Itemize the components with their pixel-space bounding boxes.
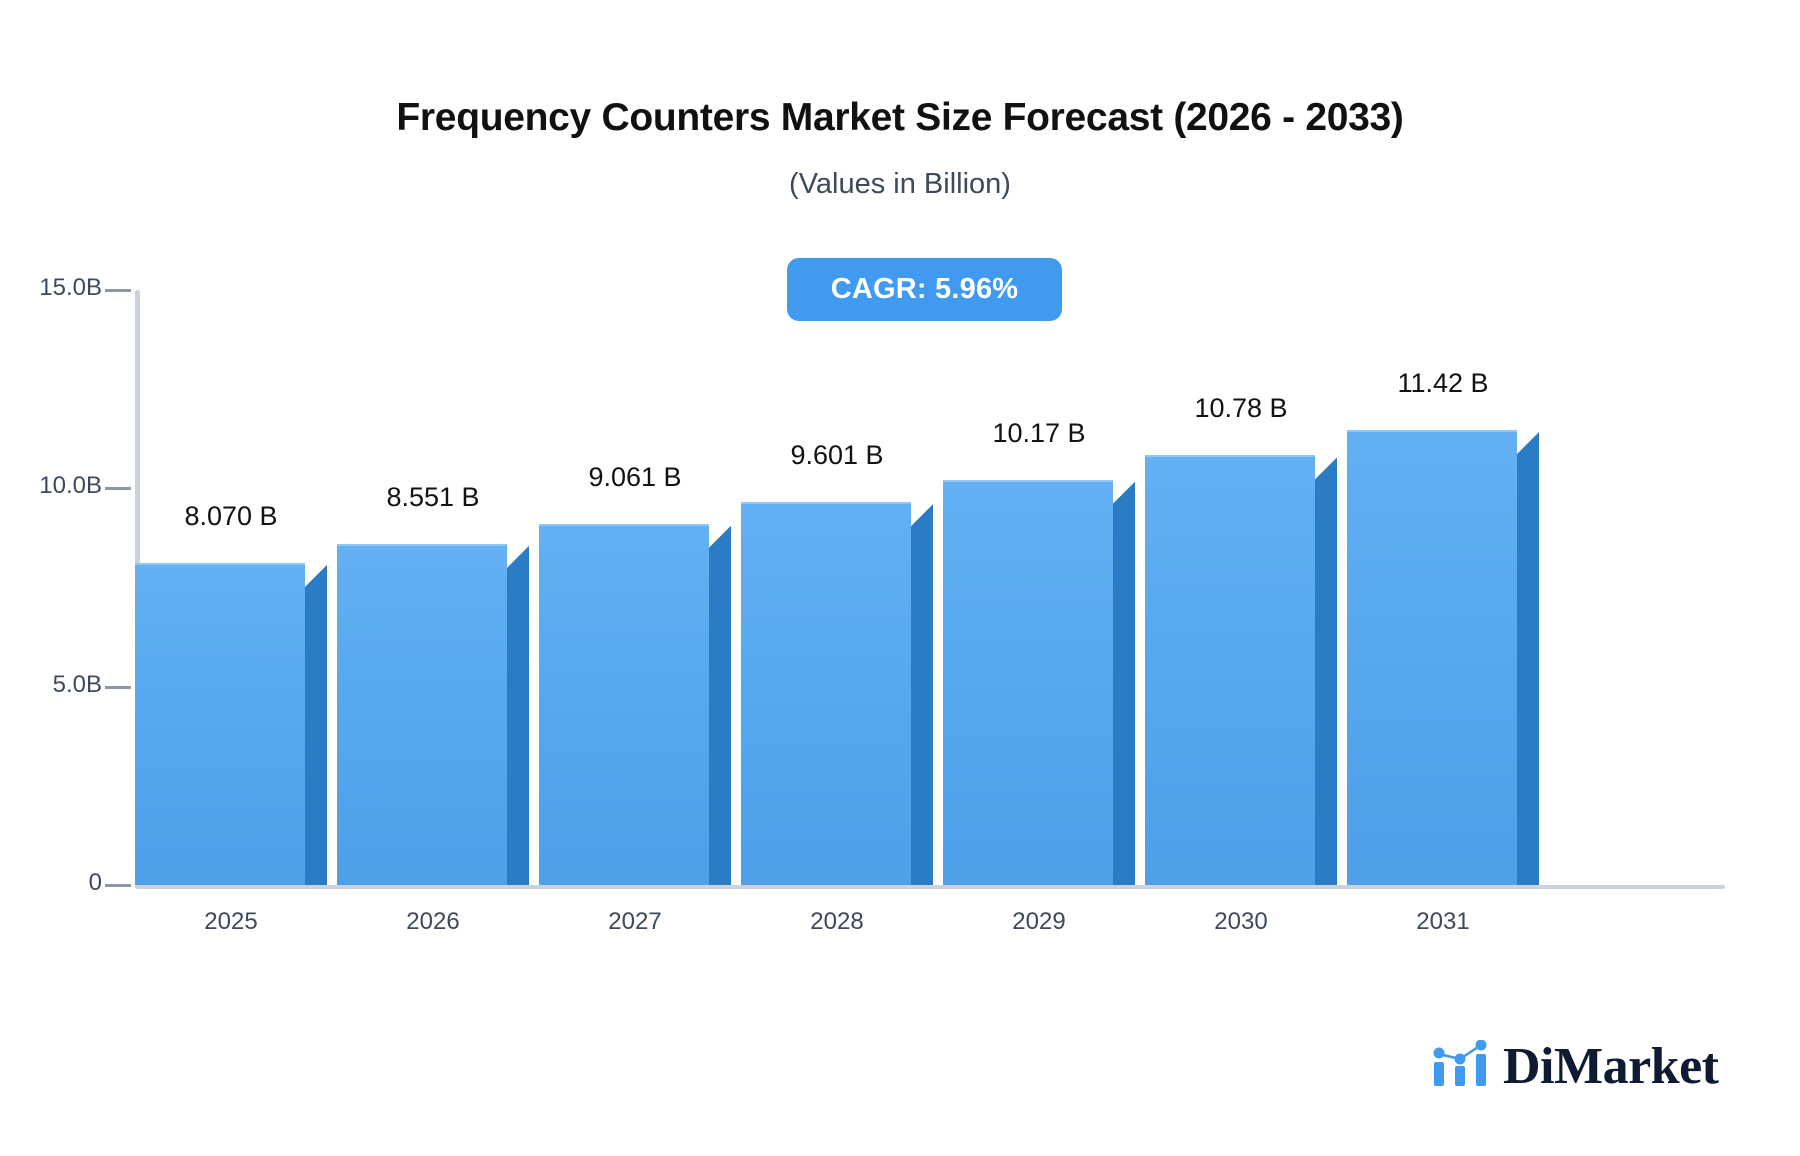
- y-axis-tick: [105, 289, 131, 292]
- y-axis-label: 15.0B: [39, 274, 102, 301]
- y-axis-label: 5.0B: [52, 670, 102, 698]
- bar-value-label: 9.601 B: [790, 440, 884, 471]
- x-axis-label: 2031: [1416, 908, 1470, 935]
- bar-side-face: [709, 525, 731, 885]
- bar-value-label: 11.42 B: [1397, 368, 1489, 398]
- x-axis-label: 2030: [1214, 908, 1268, 935]
- y-axis-tick: [105, 884, 131, 887]
- x-axis-label: 2028: [810, 908, 864, 935]
- x-axis-label: 2026: [406, 908, 460, 935]
- x-axis-label: 2027: [608, 908, 662, 935]
- bar: [1145, 435, 1337, 885]
- bar-front-face: [1145, 455, 1315, 885]
- bar-side-face: [305, 564, 327, 885]
- bar-side-face: [1517, 432, 1539, 885]
- brand-logo: DiMarket: [1432, 1037, 1719, 1095]
- bar-value-label: 8.070 B: [184, 500, 278, 531]
- chart-title: Frequency Counters Market Size Forecast …: [396, 96, 1404, 139]
- bar-side-face: [911, 504, 933, 885]
- bar: [135, 543, 327, 885]
- brand-name: DiMarket: [1503, 1037, 1719, 1095]
- bar-front-face: [741, 502, 911, 885]
- cagr-badge-label: CAGR: 5.96%: [830, 273, 1019, 305]
- bar-front-face: [135, 562, 305, 885]
- bar: [539, 504, 731, 885]
- bar-side-face: [1113, 481, 1135, 885]
- y-axis-label: 0: [88, 869, 102, 896]
- bar-side-face: [507, 545, 529, 885]
- bar-front-face: [539, 523, 709, 885]
- bar: [337, 524, 529, 885]
- bar: [1347, 410, 1539, 885]
- y-axis-tick: [105, 685, 131, 689]
- bar-value-label: 8.551 B: [386, 481, 480, 512]
- y-axis-label: 10.0B: [39, 472, 102, 500]
- bar-chart-icon: [1432, 1039, 1490, 1093]
- chart-subtitle: (Values in Billion): [789, 168, 1011, 200]
- bar-value-label: 9.061 B: [588, 461, 682, 492]
- bar-front-face: [943, 479, 1113, 885]
- x-axis-line: [135, 885, 1725, 889]
- bar-side-face: [1315, 457, 1337, 885]
- x-axis-label: 2025: [204, 908, 258, 935]
- bar: [741, 482, 933, 885]
- plot-area: [105, 289, 1725, 890]
- cagr-badge: CAGR: 5.96%: [787, 258, 1062, 321]
- bar-value-label: 10.17 B: [992, 417, 1086, 448]
- bar: [943, 460, 1135, 885]
- x-axis-label: 2029: [1012, 908, 1066, 935]
- y-axis-tick: [105, 487, 131, 491]
- bar-value-label: 10.78 B: [1194, 393, 1288, 424]
- bar-front-face: [337, 543, 507, 885]
- bar-front-face: [1347, 430, 1517, 885]
